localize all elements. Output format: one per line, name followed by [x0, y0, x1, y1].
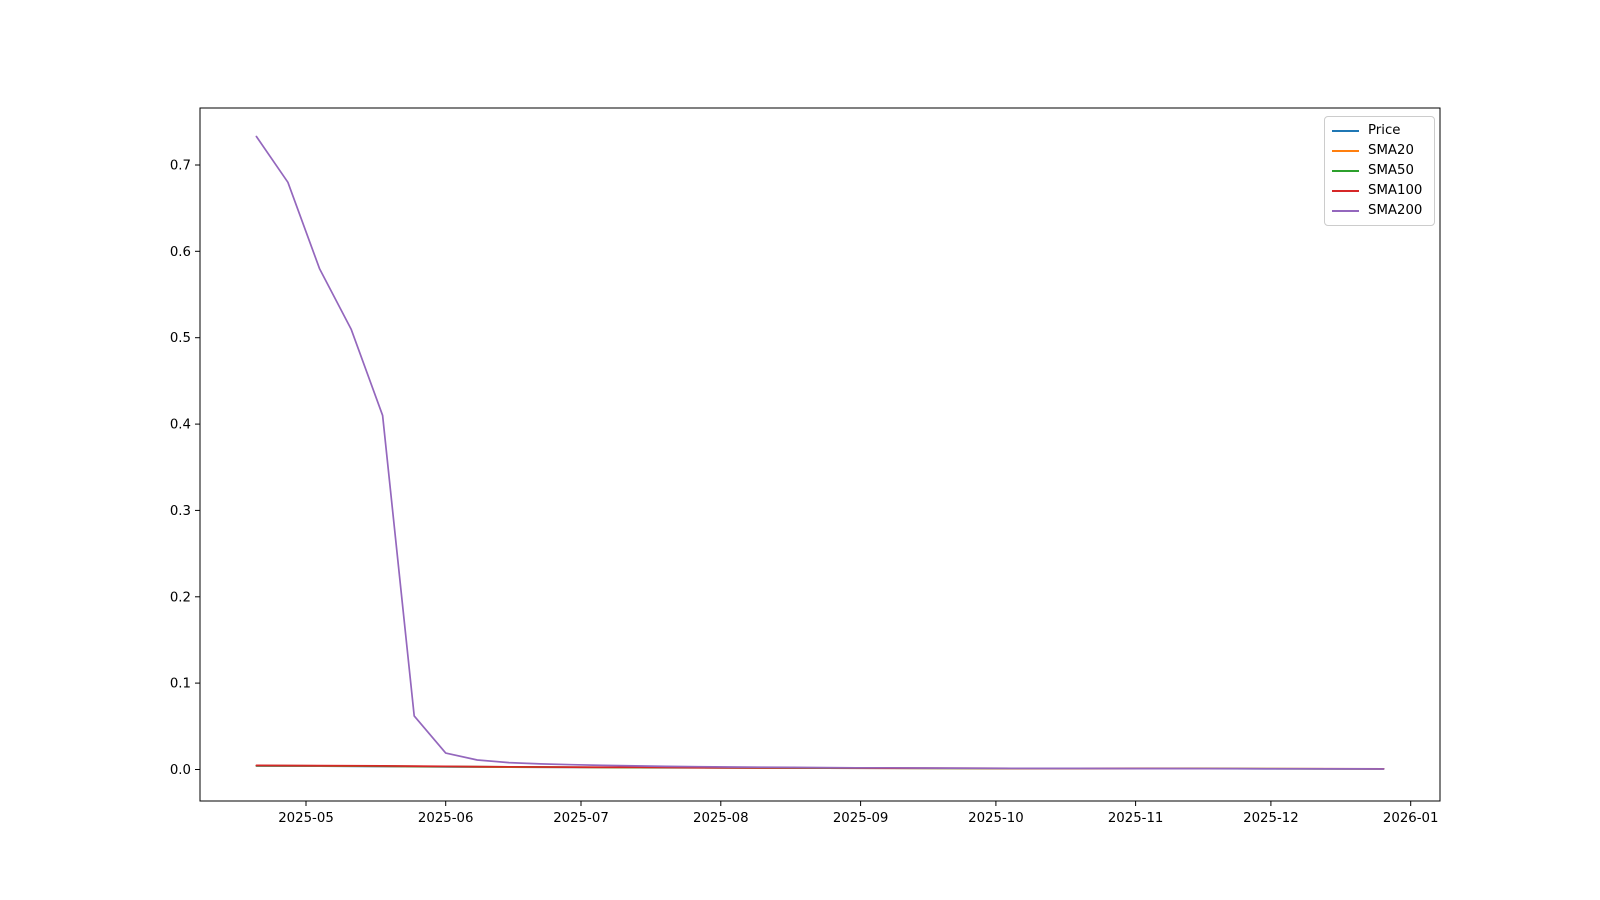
y-tick-label: 0.2: [170, 590, 191, 605]
legend-line-sample: [1332, 170, 1359, 172]
x-tick-label: 2025-05: [278, 811, 334, 826]
legend-label: SMA20: [1368, 143, 1414, 158]
y-tick-label: 0.5: [170, 331, 191, 346]
legend-label: Price: [1368, 123, 1401, 138]
x-tick-label: 2025-08: [693, 811, 749, 826]
legend-item-sma200: SMA200: [1332, 201, 1428, 221]
y-tick-label: 0.7: [170, 159, 191, 174]
legend: Price SMA20 SMA50 SMA100 SMA200: [1324, 116, 1435, 226]
legend-item-sma20: SMA20: [1332, 141, 1428, 161]
legend-label: SMA100: [1368, 183, 1423, 198]
x-tick-label: 2026-01: [1383, 811, 1439, 826]
y-tick-label: 0.1: [170, 677, 191, 692]
legend-line-sample: [1332, 210, 1359, 212]
x-tick-label: 2025-09: [833, 811, 889, 826]
legend-item-price: Price: [1332, 121, 1428, 141]
legend-line-sample: [1332, 130, 1359, 132]
x-tick-label: 2025-07: [553, 811, 609, 826]
legend-line-sample: [1332, 150, 1359, 152]
legend-label: SMA50: [1368, 163, 1414, 178]
x-tick-label: 2025-06: [418, 811, 474, 826]
x-tick-label: 2025-10: [968, 811, 1024, 826]
y-tick-label: 0.3: [170, 504, 191, 519]
legend-item-sma100: SMA100: [1332, 181, 1428, 201]
y-tick-label: 0.0: [170, 763, 191, 778]
legend-label: SMA200: [1368, 203, 1423, 218]
series-line-sma200: [255, 135, 1385, 770]
axes-frame: [199, 107, 1441, 802]
y-tick-label: 0.4: [170, 418, 191, 433]
x-tick-label: 2025-12: [1243, 811, 1299, 826]
y-tick-label: 0.6: [170, 245, 191, 260]
legend-line-sample: [1332, 190, 1359, 192]
legend-item-sma50: SMA50: [1332, 161, 1428, 181]
x-tick-label: 2025-11: [1108, 811, 1164, 826]
